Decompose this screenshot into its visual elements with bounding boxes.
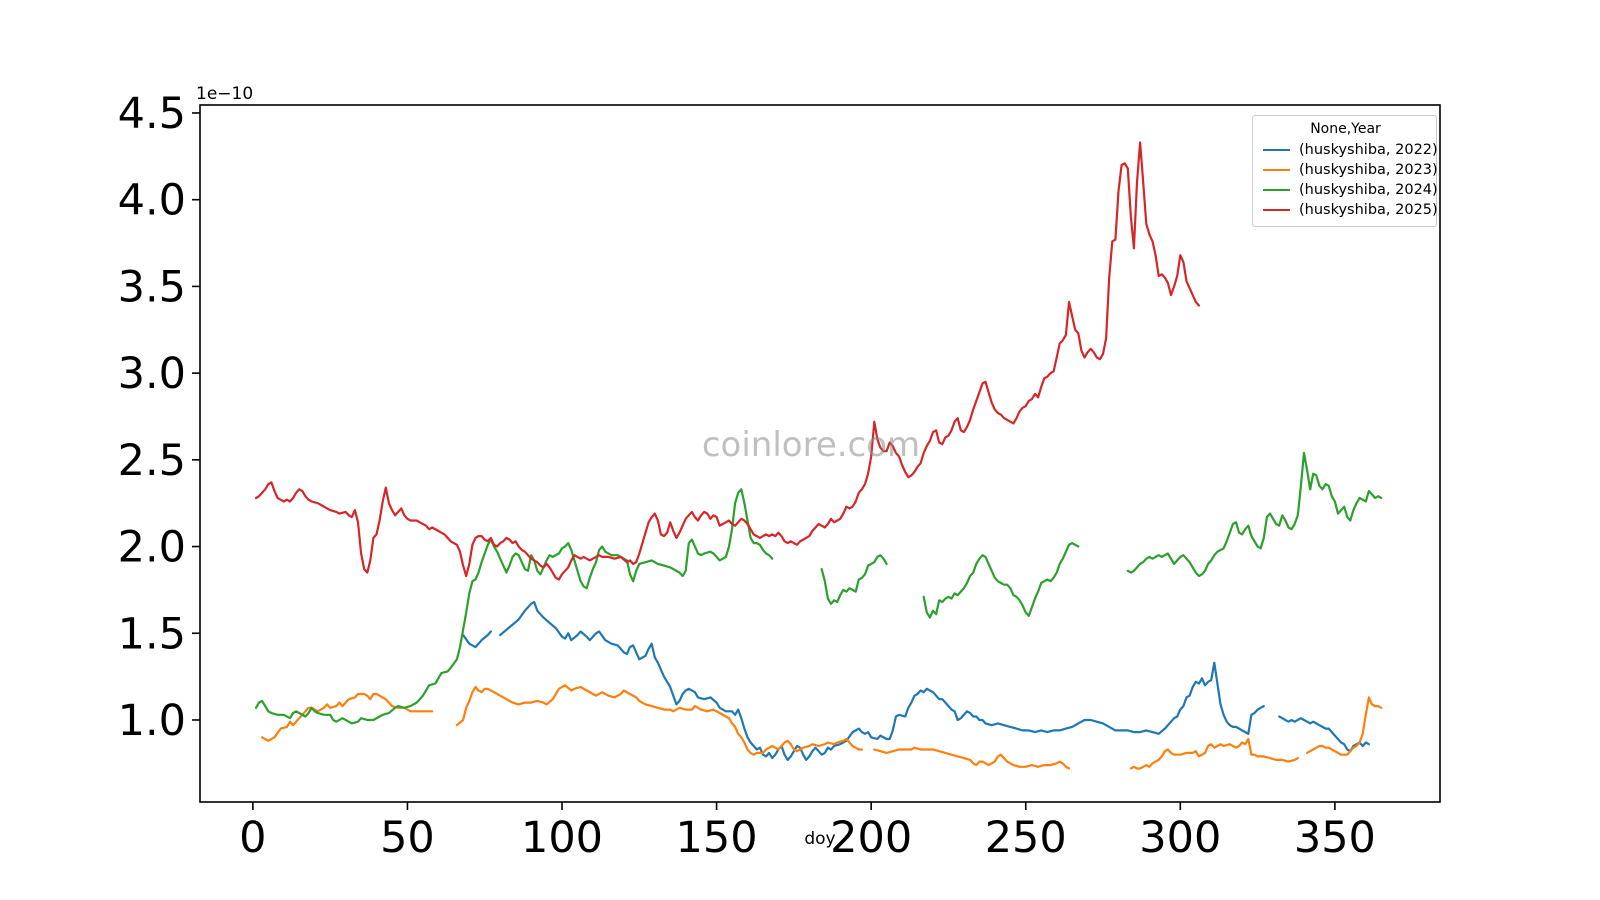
- chart-legend: None,Year (huskyshiba, 2022) (huskyshiba…: [1252, 115, 1438, 227]
- watermark-text: coinlore.com: [701, 425, 921, 465]
- x-tick-label: 250: [985, 813, 1067, 863]
- series-line-2022: [499, 600, 1265, 762]
- series-line-2023: [1129, 737, 1299, 770]
- series-line-2024: [922, 541, 1080, 619]
- series-line-2024: [820, 554, 888, 605]
- legend-entry-2025: (huskyshiba, 2025): [1263, 200, 1438, 220]
- legend-label-2024: (huskyshiba, 2024): [1299, 182, 1438, 198]
- legend-line-swatch-2023: [1263, 169, 1290, 171]
- y-tick-label: 1.0: [118, 696, 186, 746]
- y-axis-offset-label: 1e−10: [196, 84, 254, 104]
- series-line-2024: [1126, 451, 1383, 578]
- plot-frame: [199, 104, 1441, 803]
- legend-entry-2024: (huskyshiba, 2024): [1263, 180, 1438, 200]
- legend-line-swatch-2024: [1263, 189, 1290, 191]
- x-tick-label: 300: [1139, 813, 1221, 863]
- series-line-2022: [462, 630, 492, 649]
- series-line-2022: [1278, 715, 1371, 753]
- legend-line-swatch-2025: [1263, 209, 1290, 211]
- legend-title: None,Year: [1310, 121, 1381, 137]
- series-line-2024: [254, 488, 774, 725]
- series-line-2023: [873, 746, 1071, 770]
- x-tick-label: 150: [676, 813, 758, 863]
- series-line-2023: [1305, 696, 1383, 756]
- legend-label-2025: (huskyshiba, 2025): [1299, 202, 1438, 218]
- y-tick-label: 3.5: [118, 262, 186, 312]
- y-tick-label: 2.0: [118, 523, 186, 573]
- legend-entry-2023: (huskyshiba, 2023): [1263, 160, 1438, 180]
- y-tick-label: 2.5: [118, 436, 186, 486]
- y-tick-label: 3.0: [118, 349, 186, 399]
- legend-label-2022: (huskyshiba, 2022): [1299, 142, 1438, 158]
- x-axis-label: doy: [804, 829, 836, 849]
- y-tick-label: 1.5: [118, 609, 186, 659]
- y-tick-label: 4.0: [118, 176, 186, 226]
- x-tick-label: 200: [830, 813, 912, 863]
- legend-entry-2022: (huskyshiba, 2022): [1263, 140, 1438, 160]
- x-tick-label: 0: [239, 813, 266, 863]
- x-tick-label: 100: [521, 813, 603, 863]
- series-line-2023: [455, 684, 864, 756]
- legend-line-swatch-2022: [1263, 149, 1290, 151]
- x-tick-label: 350: [1294, 813, 1376, 863]
- series-line-2025: [254, 141, 1201, 581]
- legend-label-2023: (huskyshiba, 2023): [1299, 162, 1438, 178]
- y-tick-label: 4.5: [118, 89, 186, 139]
- x-tick-label: 50: [380, 813, 435, 863]
